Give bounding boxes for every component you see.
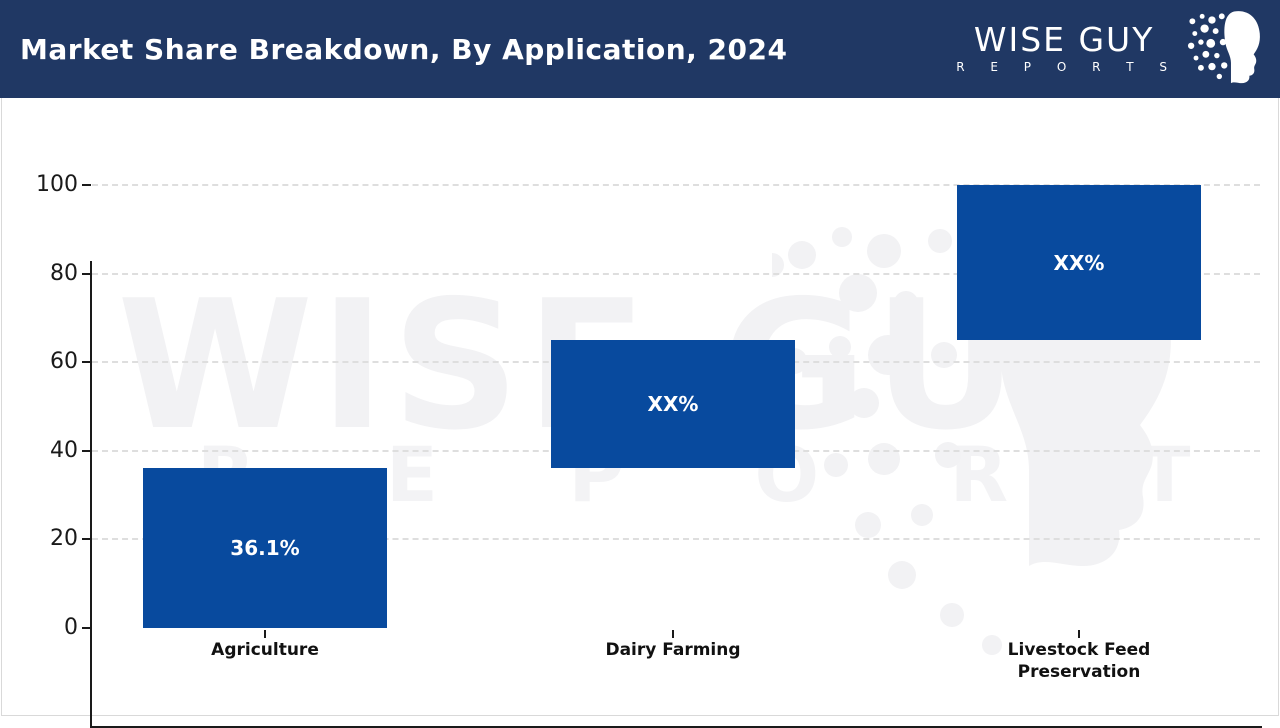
- bar-value-label-0: 36.1%: [230, 536, 300, 561]
- x-tick-label-livestock-feed-preservation: Livestock Feed Preservation: [1007, 640, 1151, 682]
- y-tick-mark-100: [82, 184, 91, 186]
- y-tick-label-60: 60: [50, 349, 78, 375]
- y-axis-line: [90, 261, 92, 728]
- bar-livestock-feed-preservation: [957, 185, 1201, 341]
- y-tick-mark-40: [82, 449, 91, 452]
- gridline-100: [92, 184, 1260, 186]
- wise-guy-logo-face-icon: [1184, 9, 1262, 89]
- bar-dairy-farming: [551, 340, 795, 469]
- y-tick-mark-0: [82, 627, 91, 629]
- bar-value-label-1: XX%: [647, 392, 699, 417]
- page-title: Market Share Breakdown, By Application, …: [20, 32, 788, 66]
- logo-text: WISE GUY R E P O R T S: [950, 23, 1178, 75]
- logo-wordmark: WISE GUY: [973, 20, 1155, 59]
- x-tick-mark-2: [1078, 630, 1080, 638]
- y-tick-label-80: 80: [50, 260, 78, 286]
- y-tick-label-0: 0: [64, 615, 78, 640]
- y-tick-mark-60: [82, 361, 91, 364]
- header-bar: Market Share Breakdown, By Application, …: [0, 0, 1280, 98]
- x-tick-label-dairy-farming: Dairy Farming: [605, 640, 741, 660]
- x-tick-label-agriculture: Agriculture: [211, 640, 319, 660]
- logo-subtitle: R E P O R T S: [956, 60, 1178, 74]
- bar-agriculture: [143, 468, 387, 628]
- wise-guy-logo: WISE GUY R E P O R T S: [950, 9, 1280, 89]
- x-tick-mark-0: [264, 630, 266, 638]
- y-tick-label-40: 40: [50, 437, 78, 463]
- gridline-20: [92, 538, 1260, 541]
- gridline-80: [92, 272, 1260, 275]
- bar-value-label-2: XX%: [1053, 250, 1105, 275]
- y-tick-mark-80: [82, 272, 91, 275]
- y-tick-mark-20: [82, 538, 91, 541]
- x-tick-mark-1: [672, 630, 674, 638]
- y-tick-label-20: 20: [50, 526, 78, 552]
- y-tick-label-100: 100: [36, 172, 78, 197]
